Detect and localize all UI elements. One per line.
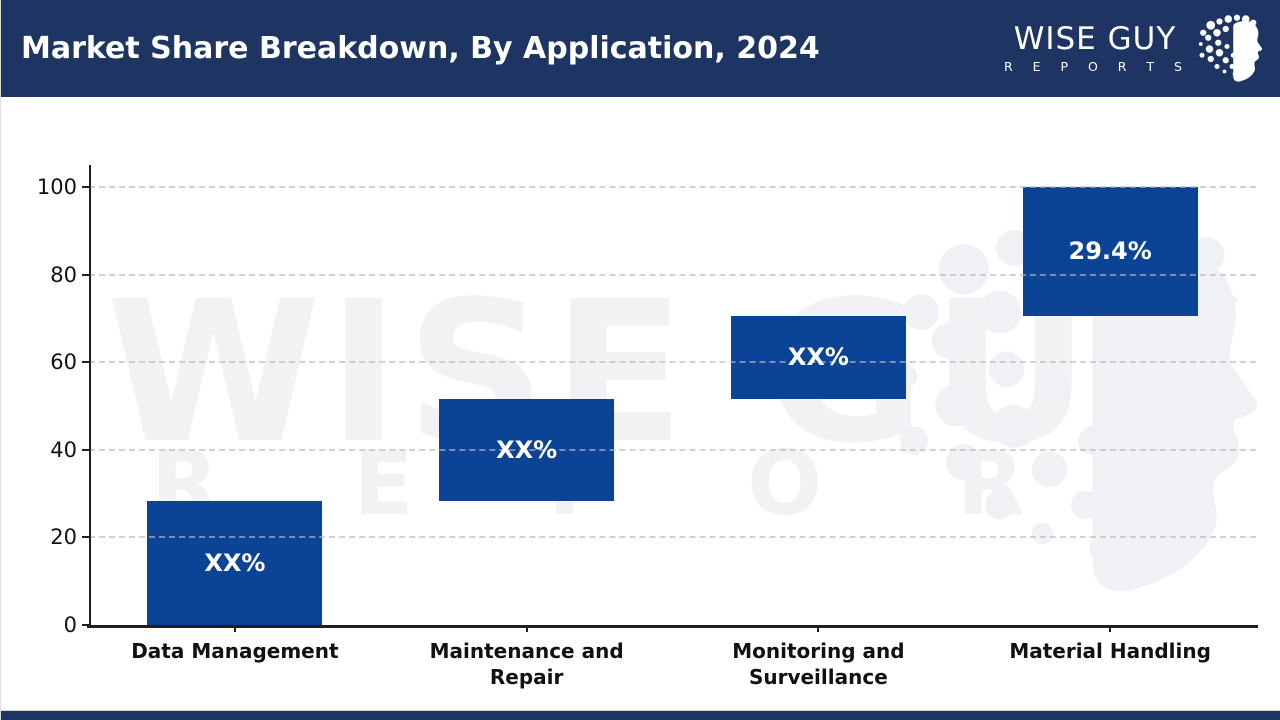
y-tick-mark: [82, 273, 89, 276]
gridline: [89, 186, 1256, 188]
footer-divider: [1, 710, 1280, 711]
y-tick-label: 100: [36, 175, 77, 199]
x-tick-mark: [1109, 625, 1112, 632]
x-category-label: Material Handling: [1009, 639, 1211, 663]
x-category-label: Monitoring and Surveillance: [732, 639, 905, 689]
logo-text: WISE GUY R E P O R T S: [1000, 20, 1190, 74]
y-tick-mark: [82, 448, 89, 451]
y-axis: [89, 165, 91, 628]
x-axis: [87, 625, 1258, 628]
y-tick-mark: [82, 624, 89, 626]
y-tick-label: 20: [50, 525, 77, 550]
bar-segment: [147, 501, 323, 625]
y-tick-mark: [82, 186, 89, 188]
bar-segment: [730, 315, 906, 399]
x-tick-mark: [525, 625, 528, 632]
y-tick-label: 40: [50, 437, 77, 462]
logo-wordmark: WISE GUY: [1013, 20, 1177, 57]
y-tick-label: 80: [50, 262, 77, 287]
bar-value-label: 29.4%: [1068, 237, 1152, 266]
y-tick-label: 60: [50, 350, 77, 375]
bar-value-label: XX%: [204, 549, 266, 578]
bar-value-label: XX%: [496, 436, 558, 465]
y-tick-mark: [82, 361, 89, 364]
gridline: [89, 361, 1256, 364]
y-tick-label: 0: [63, 613, 77, 637]
gridline: [89, 448, 1256, 451]
bar-value-label: XX%: [787, 343, 849, 372]
header-bar: Market Share Breakdown, By Application, …: [1, 0, 1280, 97]
chart-title: Market Share Breakdown, By Application, …: [21, 31, 820, 66]
logo-face-icon: [1198, 14, 1263, 82]
logo-reports-text: R E P O R T S: [1003, 58, 1190, 74]
gridline: [89, 536, 1256, 539]
x-tick-mark: [817, 625, 820, 632]
x-tick-mark: [233, 625, 236, 632]
x-category-label: Maintenance and Repair: [429, 639, 624, 689]
brand-logo: WISE GUY R E P O R T S: [1000, 13, 1280, 85]
footer-bar: [1, 711, 1280, 720]
gridline: [89, 273, 1256, 276]
y-tick-mark: [82, 536, 89, 539]
x-category-label: Data Management: [131, 639, 339, 663]
